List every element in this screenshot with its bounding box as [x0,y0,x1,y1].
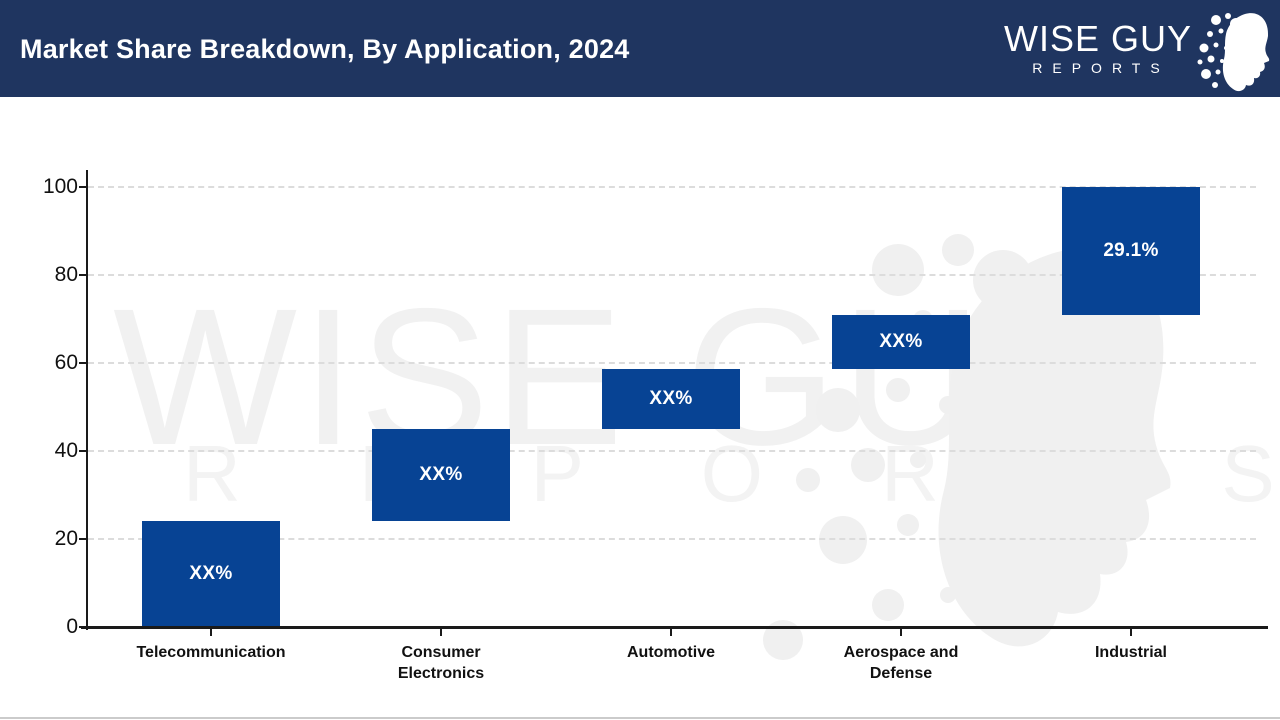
bar-value-label: XX% [189,562,233,584]
x-category-label: Automotive [627,644,715,661]
brand-logo-sub: REPORTS [1032,59,1170,76]
y-tick-80 [79,274,86,276]
y-tick-label-0: 0 [66,615,78,638]
gridline-20 [88,538,1256,540]
x-category-label: Telecommunication [136,644,286,661]
bar-segment: XX% [372,429,510,521]
bar-value-label: XX% [419,463,463,485]
gridline-40 [88,450,1256,452]
y-tick-100 [79,186,86,188]
gridline-100 [88,186,1256,188]
bar-segment: XX% [142,520,280,627]
y-tick-60 [79,362,86,364]
face-watermark-icon [763,234,1171,660]
x-category-label: Consumer Electronics [397,644,485,682]
y-tick-label-40: 40 [54,439,78,462]
bar-segment: XX% [602,369,740,430]
bar-segment: XX% [832,315,970,370]
bar-segment: 29.1% [1062,187,1200,316]
y-axis-line [86,170,88,630]
bar-value-label: 29.1% [1103,240,1159,262]
x-tick [1130,629,1132,636]
x-tick [900,629,902,636]
x-tick [440,629,442,636]
brand-face-icon [1197,13,1270,92]
bar-value-label: XX% [879,331,923,353]
chart-title: Market Share Breakdown, By Application, … [20,34,630,64]
gridline-80 [88,274,1256,276]
header-bar: Market Share Breakdown, By Application, … [0,0,1280,97]
y-tick-label-20: 20 [54,527,78,550]
bottom-divider [0,717,1280,719]
y-tick-0 [79,626,86,628]
x-tick [210,629,212,636]
y-tick-40 [79,450,86,452]
y-tick-label-80: 80 [54,263,78,286]
y-tick-label-100: 100 [42,175,78,198]
bar-value-label: XX% [649,388,693,410]
brand-logo-name: WISE GUY [1003,18,1192,59]
x-category-label: Industrial [1094,644,1167,661]
plot-area: WISE GUY R E P O R T S 0 20 40 60 80 100 XX% Te… [43,170,1275,682]
y-tick-20 [79,538,86,540]
gridline-60 [88,362,1256,364]
x-tick [670,629,672,636]
x-axis-line [81,626,1268,629]
x-category-label: Aerospace and Defense [843,644,959,682]
brand-logo: WISE GUY REPORTS [1004,20,1192,76]
y-tick-label-60: 60 [54,351,78,374]
